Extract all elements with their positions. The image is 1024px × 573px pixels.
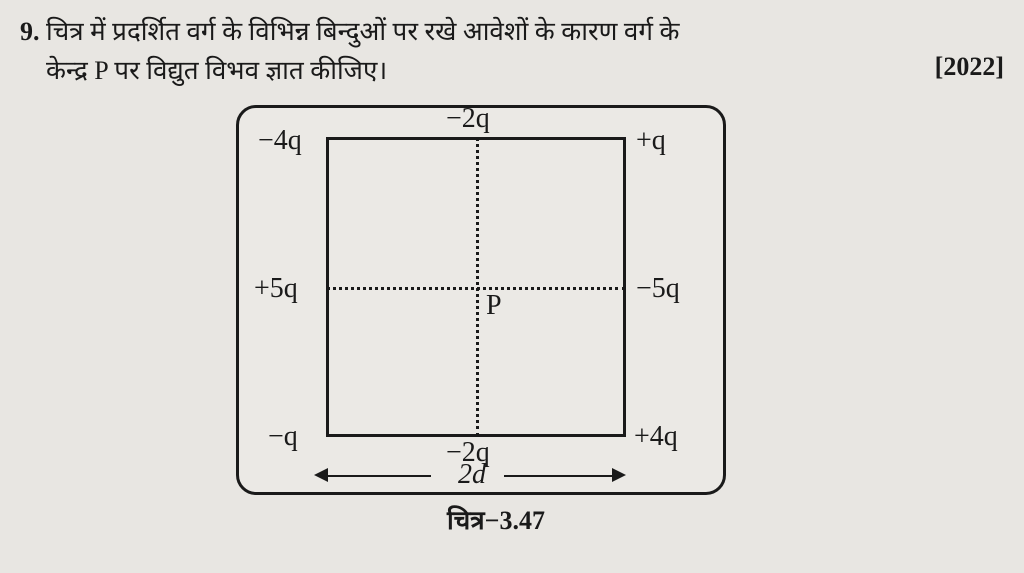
figure-container: −4q −2q +q +5q −5q −q −2q +4q P 2d चित्र…	[236, 105, 726, 525]
figure-center-label: P	[486, 290, 502, 322]
question-text-line1: चित्र में प्रदर्शित वर्ग के विभिन्न बिन्…	[46, 17, 679, 46]
charge-top-left: −4q	[258, 125, 302, 157]
dimension-arrowhead-left	[314, 468, 328, 482]
dimension-arrow-right	[504, 475, 614, 477]
question-text-line2: केन्द्र P पर विद्युत विभव ज्ञात कीजिए।	[46, 56, 387, 85]
figure-dotted-vertical	[476, 137, 479, 437]
charge-top-right: +q	[636, 125, 666, 157]
charge-mid-right: −5q	[636, 273, 680, 305]
question-year: [2022]	[935, 52, 1004, 82]
question-header: 9. चित्र में प्रदर्शित वर्ग के विभिन्न ब…	[20, 12, 1004, 90]
charge-top-mid: −2q	[446, 103, 490, 135]
charge-bottom-right: +4q	[634, 421, 678, 453]
question-number: 9.	[20, 17, 40, 46]
charge-mid-left: +5q	[254, 273, 298, 305]
figure-caption: चित्र−3.47	[416, 501, 576, 537]
charge-bottom-left: −q	[268, 421, 298, 453]
dimension-label: 2d	[458, 459, 486, 491]
dimension-arrowhead-right	[612, 468, 626, 482]
dimension-arrow-left	[326, 475, 431, 477]
